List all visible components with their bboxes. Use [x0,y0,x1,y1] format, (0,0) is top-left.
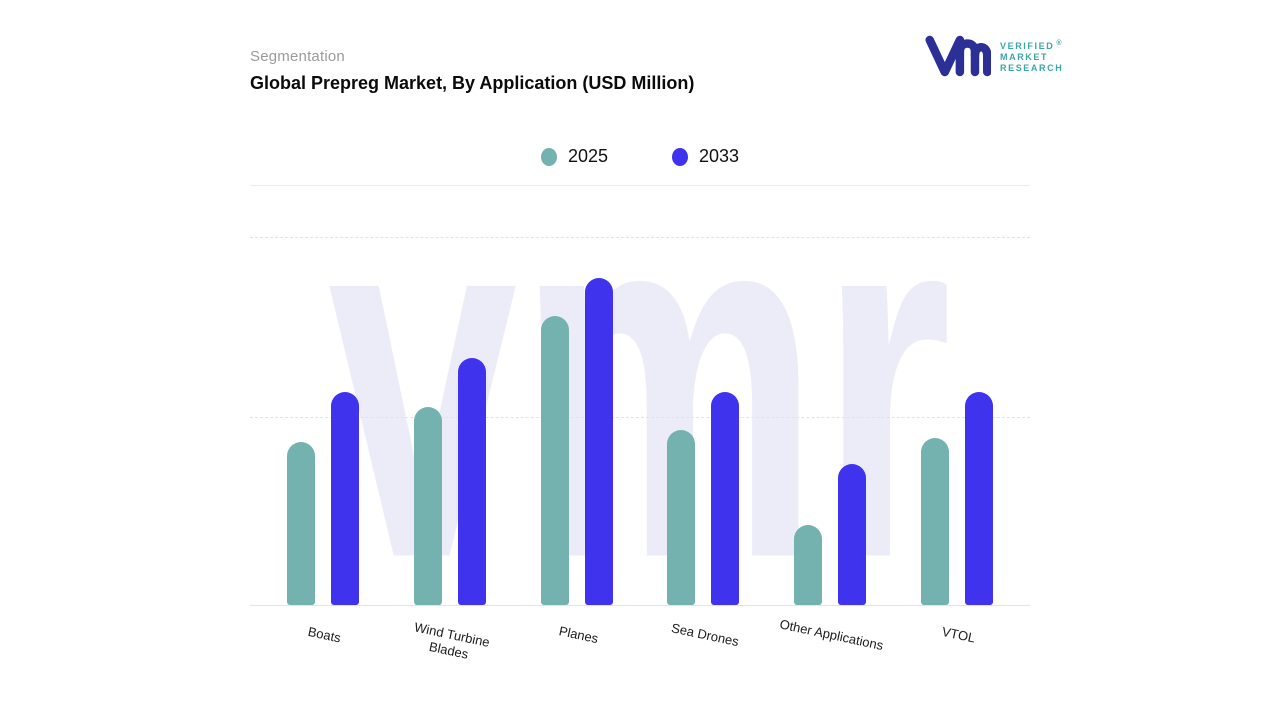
legend-item-2025[interactable]: 2025 [540,146,608,167]
bar-sea-drones-2025 [667,430,696,605]
bar-wind-turbine-blades-2033 [457,358,486,605]
legend-label-2025: 2025 [567,146,608,166]
bar-group-wind-turbine-blades [413,225,486,605]
bar-other-applications-2033 [838,464,867,605]
bar-vtol-2025 [920,437,949,605]
x-axis-label-text: VTOL [940,623,977,646]
bar-groups [250,225,1030,605]
legend-swatch-2025 [540,147,557,166]
x-axis-label-other-applications: Other Applications [779,616,885,659]
bar-other-applications-2025 [794,525,823,605]
logo-line-market: MARKET [1000,52,1049,62]
bar-planes-2025 [540,316,569,605]
chart-header: Segmentation Global Prepreg Market, By A… [250,48,1030,94]
bar-wind-turbine-blades-2025 [413,407,442,605]
vmr-logo: VERIFIED ® MARKET RESEARCH [925,34,1063,78]
bar-group-sea-drones [667,225,740,605]
bar-boats-2033 [331,392,359,605]
bar-sea-drones-2033 [711,392,740,605]
x-axis-label-sea-drones: Sea Drones [667,620,740,659]
bar-group-other-applications [794,225,867,605]
x-axis-label-text: Other Applications [778,616,886,653]
page-title: Global Prepreg Market, By Application (U… [250,73,695,93]
x-axis-label-vtol: VTOL [921,623,993,659]
bar-group-vtol [920,225,993,605]
x-axis-label-text: Sea Drones [670,620,741,650]
x-axis-label-wind-turbine-blades: Wind Turbine Blades [413,619,491,661]
legend-label-2033: 2033 [699,146,740,166]
logo-line-research: RESEARCH [1000,63,1064,73]
x-axis-label-boats: Boats [287,623,359,659]
bar-boats-2025 [287,441,315,605]
bar-group-boats [287,225,359,605]
vmr-logo-icon [925,35,991,77]
legend-swatch-2033 [672,147,688,166]
x-axis-label-text: Boats [306,623,343,646]
legend-item-2033[interactable]: 2033 [672,146,739,167]
bar-planes-2033 [584,278,613,605]
x-axis-label-text: Planes [557,623,600,647]
bar-vtol-2033 [964,392,993,605]
eyebrow-label: Segmentation [250,48,345,65]
chart-legend: 2025 2033 [250,146,1030,167]
x-axis-label-text: Wind Turbine Blades [412,619,491,662]
x-axis-label-planes: Planes [541,623,613,659]
logo-line-verified: VERIFIED ® [1000,40,1064,51]
gridline-middle [250,417,1030,418]
x-axis-labels: Boats Wind Turbine Blades Planes Sea Drones O… [250,605,1030,661]
bar-group-planes [540,225,613,605]
registered-mark: ® [1056,40,1064,47]
plot-area: vmr [250,225,1030,606]
vmr-logo-text: VERIFIED ® MARKET RESEARCH [1000,38,1063,74]
legend-divider [250,185,1030,186]
gridline-top [250,237,1030,238]
